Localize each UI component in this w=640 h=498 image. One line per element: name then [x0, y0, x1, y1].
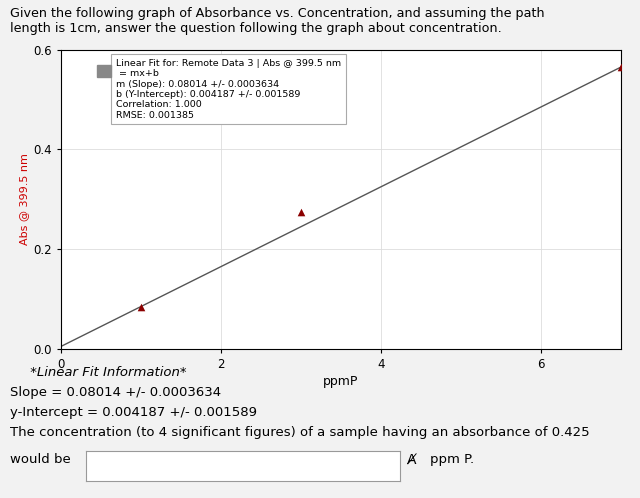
Text: Slope = 0.08014 +/- 0.0003634: Slope = 0.08014 +/- 0.0003634	[10, 386, 221, 399]
Text: would be: would be	[10, 453, 70, 466]
Text: Given the following graph of Absorbance vs. Concentration, and assuming the path: Given the following graph of Absorbance …	[10, 7, 544, 20]
Point	[136, 303, 146, 311]
X-axis label: ppmP: ppmP	[323, 375, 358, 388]
Point	[296, 208, 306, 216]
Y-axis label: Abs @ 399.5 nm: Abs @ 399.5 nm	[19, 153, 29, 245]
Bar	[97, 65, 111, 77]
Text: ppm P.: ppm P.	[430, 453, 474, 466]
Text: A̸: A̸	[408, 453, 417, 467]
Point	[616, 63, 626, 71]
Text: y-Intercept = 0.004187 +/- 0.001589: y-Intercept = 0.004187 +/- 0.001589	[10, 406, 257, 419]
Text: The concentration (to 4 significant figures) of a sample having an absorbance of: The concentration (to 4 significant figu…	[10, 426, 589, 439]
Text: length is 1cm, answer the question following the graph about concentration.: length is 1cm, answer the question follo…	[10, 22, 501, 35]
Text: *Linear Fit Information*: *Linear Fit Information*	[26, 366, 186, 379]
Text: Linear Fit for: Remote Data 3 | Abs @ 399.5 nm
 = mx+b
m (Slope): 0.08014 +/- 0.: Linear Fit for: Remote Data 3 | Abs @ 39…	[116, 59, 341, 120]
